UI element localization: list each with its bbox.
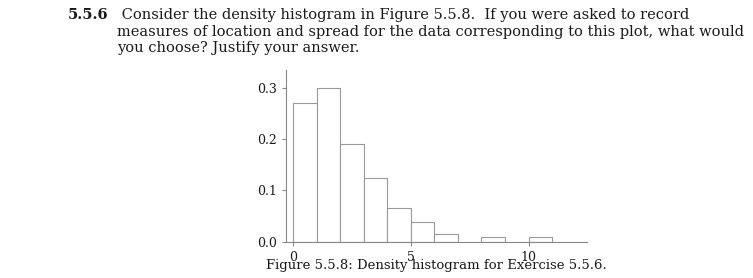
Bar <box>481 237 505 242</box>
Text: 5.5.6: 5.5.6 <box>68 8 108 22</box>
Bar <box>340 144 364 242</box>
Text: Consider the density histogram in Figure 5.5.8.  If you were asked to record
mea: Consider the density histogram in Figure… <box>117 8 744 55</box>
Bar <box>364 178 387 242</box>
Bar <box>411 222 434 242</box>
Bar <box>387 208 411 242</box>
Bar <box>434 234 458 242</box>
Text: Figure 5.5.8: Density histogram for Exercise 5.5.6.: Figure 5.5.8: Density histogram for Exer… <box>267 259 607 272</box>
Bar <box>529 237 552 242</box>
Bar <box>293 103 317 242</box>
Bar <box>317 88 340 242</box>
